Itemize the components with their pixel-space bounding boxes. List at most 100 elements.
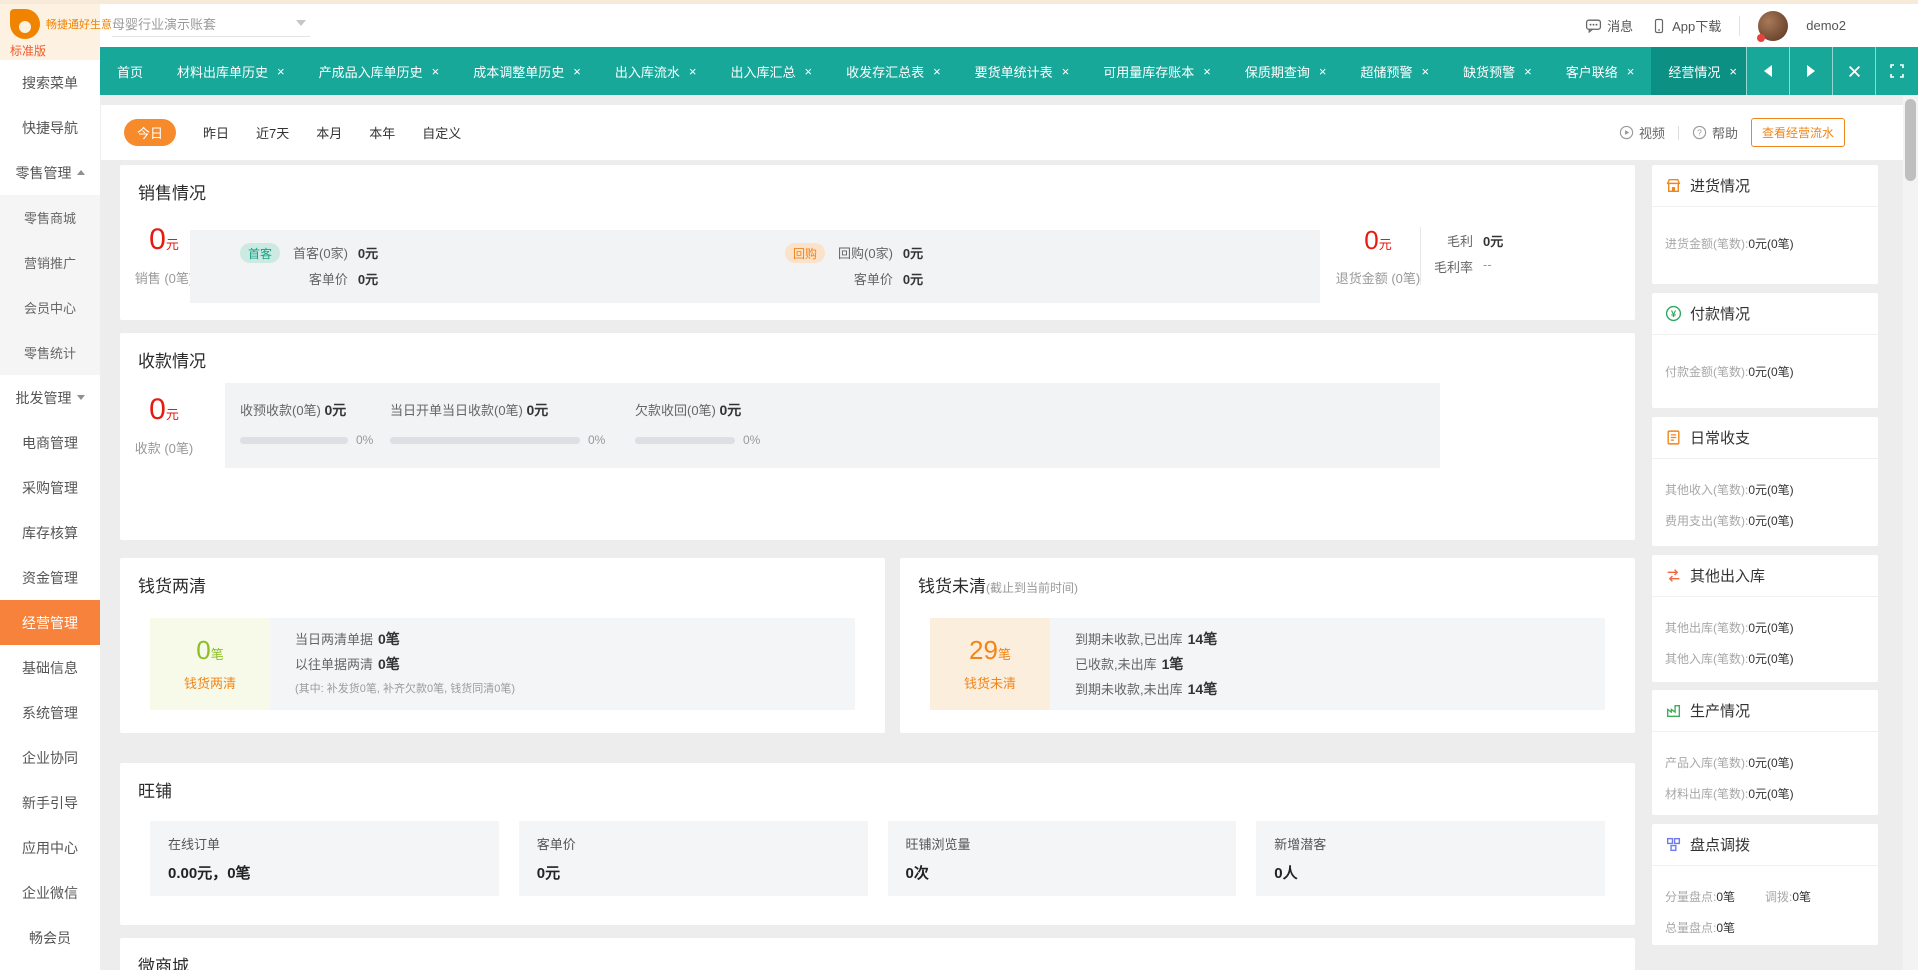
- profit-group: 毛利 0元 毛利率 --: [1434, 231, 1503, 276]
- scrollbar-track[interactable]: [1903, 95, 1918, 970]
- sales-amount-unit: 元: [165, 237, 179, 252]
- scrollbar-thumb[interactable]: [1905, 99, 1916, 181]
- close-icon[interactable]: ×: [933, 63, 941, 79]
- app-download-button[interactable]: App下载: [1651, 16, 1721, 35]
- sidebar-item-label: 系统管理: [22, 704, 78, 721]
- sidebar-item-beginner-guide[interactable]: 新手引导: [0, 780, 100, 825]
- date-filter-this-month[interactable]: 本月: [316, 126, 343, 141]
- tab-overstock-alert[interactable]: 超储预警 ×: [1344, 47, 1447, 95]
- sidebar-item-quick-nav[interactable]: 快捷导航: [0, 105, 100, 150]
- sidebar-item-app-center[interactable]: 应用中心: [0, 825, 100, 870]
- card-title: 付款情况: [1690, 306, 1751, 323]
- tab-label: 材料出库单历史: [177, 64, 269, 80]
- stat-label: 总量盘点:: [1665, 921, 1717, 935]
- close-icon[interactable]: ×: [1203, 63, 1211, 79]
- sidebar-item-member-center[interactable]: 会员中心: [0, 285, 100, 330]
- unsettled-count-value: 29: [969, 634, 998, 665]
- sidebar-item-ecommerce[interactable]: 电商管理: [0, 420, 100, 465]
- tab-business-overview[interactable]: 经营情况 ×: [1651, 47, 1746, 95]
- stat-page-views: 旺铺浏览量 0次: [887, 821, 1237, 896]
- tab-shelf-life-query[interactable]: 保质期查询 ×: [1228, 47, 1344, 95]
- close-icon[interactable]: ×: [573, 63, 581, 79]
- settled-card: 钱货两清 0笔 钱货两清 当日两清单据 0笔 以往单据两清 0笔 (其中: 补发货0…: [120, 558, 885, 733]
- account-select[interactable]: 母婴行业演示账套: [112, 10, 310, 37]
- tab-scroll-left-button[interactable]: [1746, 47, 1789, 95]
- view-business-flow-button[interactable]: 查看经营流水: [1750, 118, 1845, 147]
- close-all-tabs-button[interactable]: [1832, 47, 1875, 95]
- stat-online-orders: 在线订单 0.00元，0笔: [150, 821, 499, 896]
- help-label: 帮助: [1711, 126, 1738, 141]
- stat-line: 其他出库(笔数):0元(0笔): [1665, 619, 1865, 636]
- date-filter-this-year[interactable]: 本年: [369, 126, 396, 141]
- tab-cost-adjust-history[interactable]: 成本调整单历史 ×: [456, 47, 598, 95]
- close-icon[interactable]: ×: [1729, 63, 1737, 79]
- close-icon[interactable]: ×: [1421, 63, 1430, 79]
- sidebar-item-label: 新手引导: [22, 794, 78, 811]
- tab-demand-stats[interactable]: 要货单统计表 ×: [958, 47, 1087, 95]
- close-icon[interactable]: ×: [688, 63, 697, 79]
- sidebar-item-retail[interactable]: 零售管理: [0, 150, 100, 195]
- sidebar-item-system[interactable]: 系统管理: [0, 690, 100, 735]
- tab-scroll-right-button[interactable]: [1789, 47, 1832, 95]
- sidebar-item-wholesale[interactable]: 批发管理: [0, 375, 100, 420]
- tab-receipt-dispatch-summary[interactable]: 收发存汇总表 ×: [829, 47, 958, 95]
- sidebar-item-retail-stats[interactable]: 零售统计: [0, 330, 100, 375]
- progress-bar: [390, 436, 580, 444]
- help-button[interactable]: ? 帮助: [1692, 123, 1738, 142]
- sidebar-item-inventory-accounting[interactable]: 库存核算: [0, 510, 100, 555]
- close-icon[interactable]: ×: [431, 63, 440, 79]
- pre-receipt-value: 0元: [324, 402, 347, 418]
- tab-available-stock-ledger[interactable]: 可用量库存账本 ×: [1086, 47, 1228, 95]
- fullscreen-button[interactable]: [1875, 47, 1918, 95]
- tab-label: 出入库汇总: [730, 64, 796, 80]
- sidebar-item-chang-member[interactable]: 畅会员: [0, 915, 100, 960]
- tab-list: 首页 材料出库单历史 × 产成品入库单历史 × 成本调整单历史 × 出入库流水 × 出入…: [100, 47, 1746, 95]
- close-icon[interactable]: ×: [1524, 63, 1532, 79]
- sidebar-item-wecom[interactable]: 企业微信: [0, 870, 100, 915]
- sidebar-item-base-info[interactable]: 基础信息: [0, 645, 100, 690]
- stat-value: 0元(0笔): [1748, 621, 1794, 635]
- close-icon[interactable]: ×: [277, 63, 285, 79]
- date-filter-yesterday[interactable]: 昨日: [203, 126, 230, 141]
- tab-stockout-alert[interactable]: 缺货预警 ×: [1446, 47, 1549, 95]
- stat-line: 分量盘点:0笔 调拨:0笔: [1665, 888, 1865, 905]
- tab-inout-flow[interactable]: 出入库流水 ×: [598, 47, 714, 95]
- avatar[interactable]: [1757, 10, 1789, 42]
- inventory-icon: [1666, 837, 1681, 852]
- tab-customer-contact[interactable]: 客户联络 ×: [1549, 47, 1652, 95]
- close-icon[interactable]: ×: [804, 63, 813, 79]
- toolbar-right-group: 视频 ? 帮助 查看经营流水: [1619, 105, 1845, 160]
- main-content: 今日 昨日 近7天 本月 本年 自定义 视频 ? 帮助: [100, 95, 1903, 970]
- sidebar-item-funds[interactable]: 资金管理: [0, 555, 100, 600]
- messages-button[interactable]: 消息: [1585, 16, 1633, 35]
- sidebar-item-purchasing[interactable]: 采购管理: [0, 465, 100, 510]
- stat-value: 0笔: [1716, 921, 1736, 935]
- date-filter-custom[interactable]: 自定义: [422, 126, 462, 141]
- date-filter-last7days[interactable]: 近7天: [256, 126, 290, 141]
- video-button[interactable]: 视频: [1619, 123, 1665, 142]
- sidebar-item-business-management[interactable]: 经营管理: [0, 600, 100, 645]
- stat-line: 总量盘点:0笔: [1665, 919, 1865, 936]
- sidebar-item-collaboration[interactable]: 企业协同: [0, 735, 100, 780]
- sidebar-item-marketing[interactable]: 营销推广: [0, 240, 100, 285]
- sidebar-item-search-menu[interactable]: 搜索菜单: [0, 60, 100, 105]
- tab-material-outbound-history[interactable]: 材料出库单历史 ×: [160, 47, 302, 95]
- tab-home[interactable]: 首页: [100, 47, 160, 95]
- tab-finished-goods-inbound-history[interactable]: 产成品入库单历史 ×: [302, 47, 457, 95]
- close-icon[interactable]: ×: [1061, 63, 1070, 79]
- close-icon[interactable]: ×: [1318, 63, 1327, 79]
- daily-income-expense-card: 日常收支 其他收入(笔数):0元(0笔) 费用支出(笔数):0元(0笔): [1652, 417, 1878, 546]
- receipt-detail-panel: 收预收款(0笔) 0元 0% 当日开单当日收款(0笔) 0元 0% 欠款收回(0…: [225, 383, 1440, 468]
- stat-value: 0元(0笔): [1748, 787, 1794, 801]
- tab-inout-summary[interactable]: 出入库汇总 ×: [713, 47, 829, 95]
- unsettled-panel: 29笔 钱货未清 到期未收款,已出库 14笔 已收款,未出库 1笔 到期未收款,未出…: [930, 618, 1605, 710]
- caret-down-icon: [76, 395, 85, 400]
- factory-icon: [1666, 705, 1681, 718]
- close-icon[interactable]: ×: [1626, 63, 1635, 79]
- first-customer-label: 首客(0家): [293, 246, 348, 261]
- arrow-right-icon: [1807, 65, 1821, 77]
- stat-label: 材料出库(笔数):: [1665, 787, 1749, 801]
- sidebar-item-retail-mall[interactable]: 零售商城: [0, 195, 100, 240]
- messages-label: 消息: [1607, 19, 1634, 34]
- date-filter-today[interactable]: 今日: [124, 119, 177, 146]
